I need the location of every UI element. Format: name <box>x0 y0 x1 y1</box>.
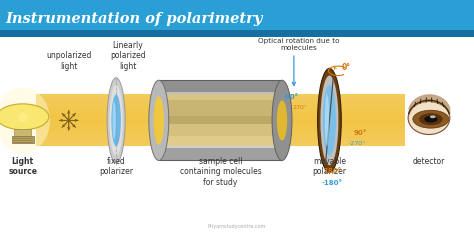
Bar <box>36 124 405 126</box>
FancyBboxPatch shape <box>0 0 474 37</box>
Circle shape <box>413 110 449 128</box>
Text: fixed
polarizer: fixed polarizer <box>99 157 133 176</box>
Bar <box>36 98 405 100</box>
Bar <box>36 134 405 136</box>
Bar <box>159 144 282 148</box>
Text: 270°: 270° <box>292 105 307 110</box>
Ellipse shape <box>272 80 292 160</box>
Bar <box>36 141 405 143</box>
Bar <box>159 108 282 112</box>
Text: movable
polarizer: movable polarizer <box>312 157 346 176</box>
Bar <box>36 139 405 141</box>
Text: -270°: -270° <box>348 141 365 147</box>
Bar <box>36 119 405 120</box>
Text: 0°: 0° <box>341 63 350 72</box>
Bar <box>159 88 282 92</box>
Bar <box>36 100 405 101</box>
Bar <box>14 129 31 138</box>
Ellipse shape <box>149 80 169 160</box>
Bar <box>36 132 405 134</box>
Text: Priyamstudycentre.com: Priyamstudycentre.com <box>208 224 266 229</box>
Ellipse shape <box>318 68 341 172</box>
Bar <box>159 80 282 160</box>
Circle shape <box>424 116 438 122</box>
Ellipse shape <box>325 94 329 146</box>
Text: -90°: -90° <box>283 94 299 100</box>
Bar <box>36 127 405 129</box>
Bar <box>36 122 405 124</box>
Bar <box>36 114 405 115</box>
Text: Optical rotation due to
molecules: Optical rotation due to molecules <box>258 38 339 51</box>
Bar <box>36 103 405 105</box>
Bar <box>159 92 282 96</box>
Text: Linearly
polarized
light: Linearly polarized light <box>110 41 146 71</box>
Bar <box>36 112 405 114</box>
Bar <box>36 106 405 108</box>
Text: unpolarized
light: unpolarized light <box>46 51 91 71</box>
Bar <box>159 128 282 132</box>
Ellipse shape <box>408 101 450 135</box>
Ellipse shape <box>0 87 50 153</box>
Bar <box>36 115 405 117</box>
Ellipse shape <box>323 85 336 156</box>
Bar <box>36 138 405 139</box>
Bar <box>36 110 405 112</box>
Bar <box>159 104 282 108</box>
Bar <box>36 126 405 127</box>
Text: Light
source: Light source <box>8 157 37 176</box>
Bar <box>36 136 405 138</box>
Ellipse shape <box>111 94 121 146</box>
FancyBboxPatch shape <box>0 30 474 37</box>
Bar <box>36 101 405 103</box>
Bar <box>36 96 405 98</box>
Bar <box>159 140 282 144</box>
Ellipse shape <box>320 76 338 165</box>
Bar <box>36 94 405 96</box>
Circle shape <box>430 115 436 118</box>
Bar <box>159 152 282 156</box>
Bar <box>36 120 405 122</box>
Bar <box>159 94 282 146</box>
Text: 180°: 180° <box>323 168 341 174</box>
Text: sample cell
containing molecules
for study: sample cell containing molecules for stu… <box>180 157 261 187</box>
Bar <box>159 148 282 152</box>
Text: 90°: 90° <box>354 130 367 136</box>
Bar <box>36 105 405 106</box>
Text: -180°: -180° <box>321 180 342 186</box>
Ellipse shape <box>109 85 123 156</box>
Bar <box>159 120 282 124</box>
Bar <box>36 94 405 146</box>
Bar <box>159 80 282 84</box>
Bar <box>36 145 405 146</box>
Bar <box>159 100 282 104</box>
Bar <box>159 112 282 116</box>
Bar <box>36 143 405 145</box>
Bar <box>36 108 405 110</box>
Ellipse shape <box>18 113 28 122</box>
Bar <box>159 124 282 128</box>
Text: Instrumentation of polarimetry: Instrumentation of polarimetry <box>6 12 263 26</box>
Bar <box>159 84 282 88</box>
Ellipse shape <box>277 100 287 140</box>
Text: detector: detector <box>413 157 445 166</box>
Bar <box>36 129 405 131</box>
Ellipse shape <box>154 96 164 144</box>
FancyBboxPatch shape <box>12 136 34 143</box>
Ellipse shape <box>112 101 116 139</box>
Bar <box>159 156 282 160</box>
Bar <box>159 116 282 120</box>
Bar <box>36 131 405 132</box>
Ellipse shape <box>107 78 125 163</box>
Bar <box>36 117 405 119</box>
Bar <box>159 136 282 140</box>
Circle shape <box>0 104 49 130</box>
Circle shape <box>419 113 443 125</box>
Bar <box>159 132 282 136</box>
Bar <box>159 96 282 100</box>
